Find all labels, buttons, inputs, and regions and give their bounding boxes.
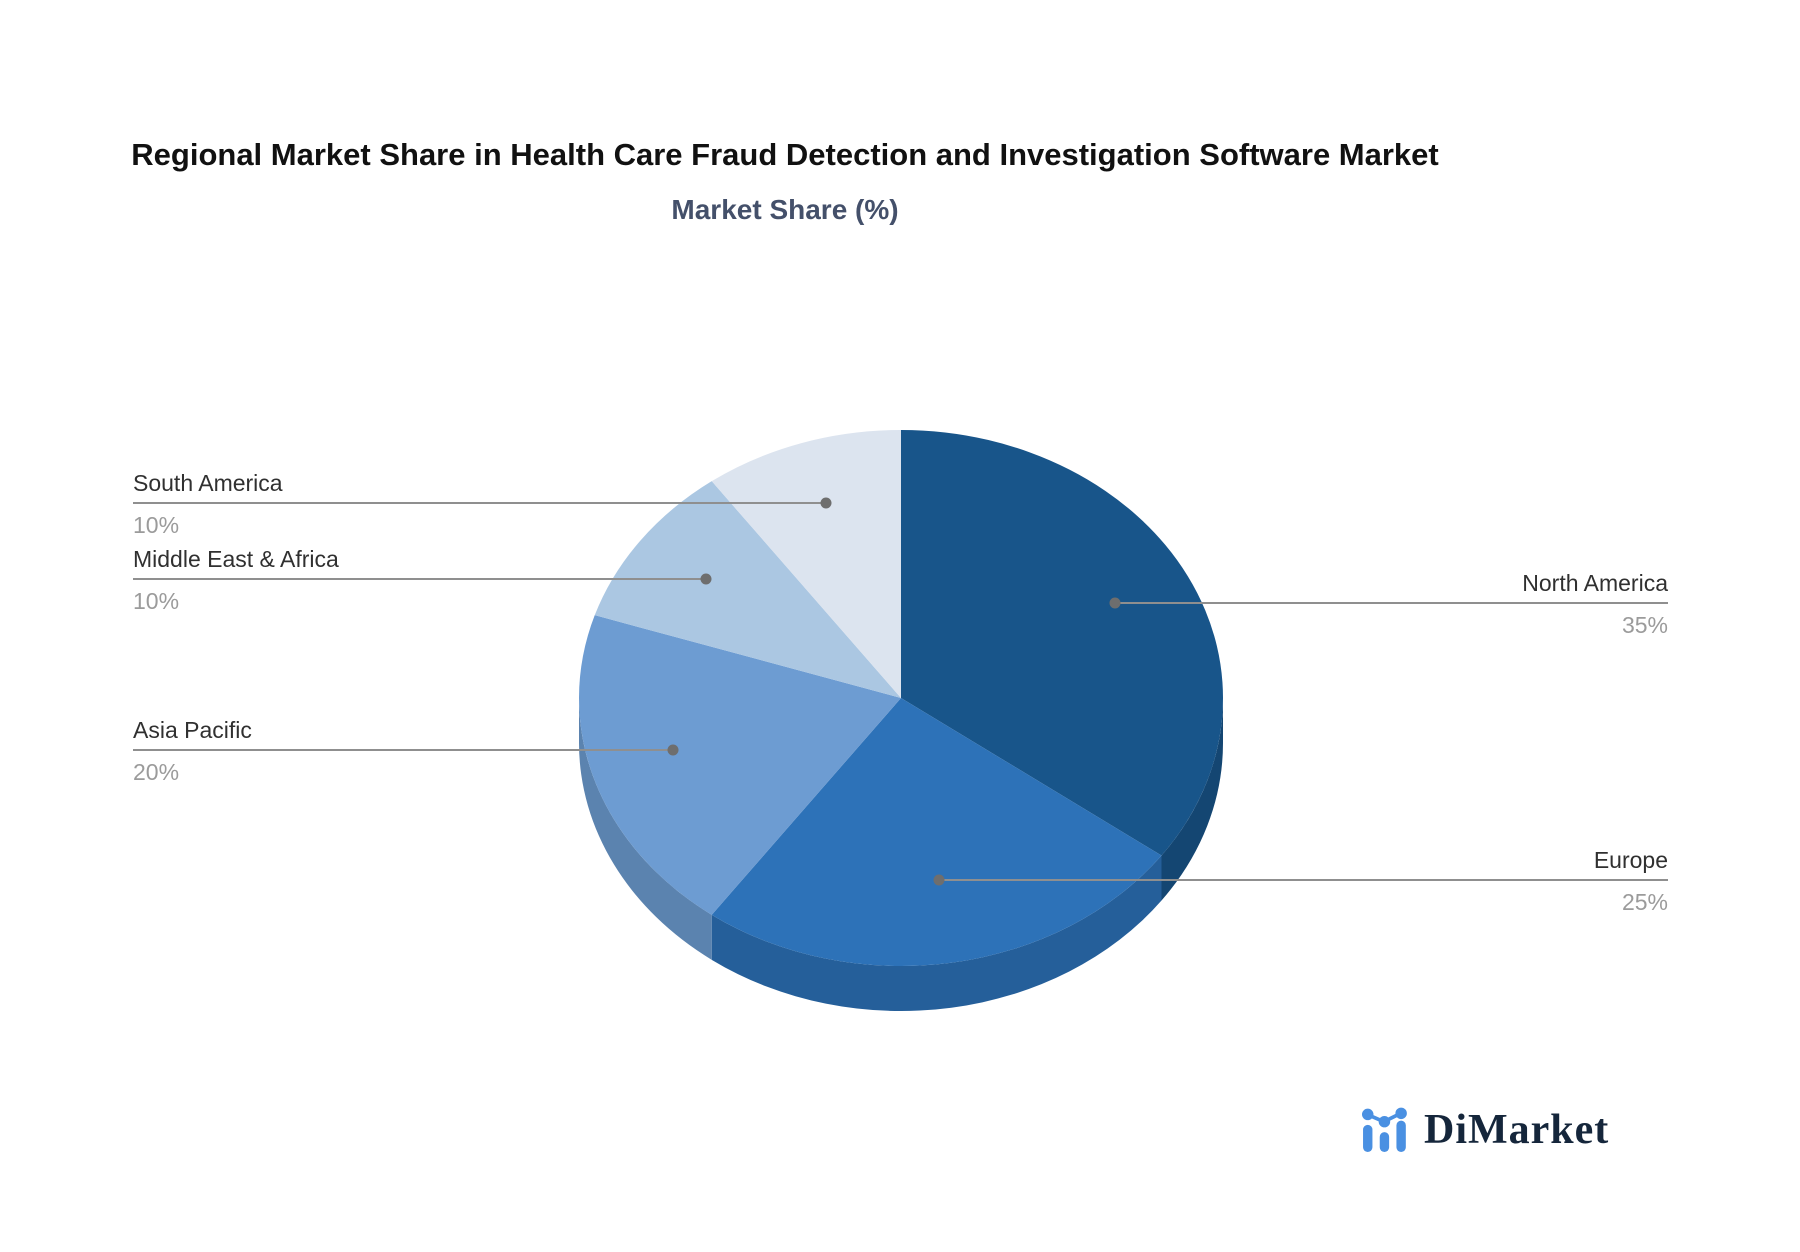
slice-value: 10% [133, 588, 180, 614]
pie-slice-side-europe [711, 855, 1162, 1011]
dimarket-logo-icon [1362, 1107, 1407, 1152]
pie-slice-asia-pacific[interactable] [579, 615, 901, 915]
callout-north-america: North America 35% [968, 570, 1668, 639]
callout-south-america: South America 10% [133, 470, 833, 539]
leader-dot-north-america [1109, 597, 1121, 609]
pie-slice-middle-east-africa[interactable] [594, 481, 901, 698]
slice-value: 35% [1621, 612, 1668, 638]
callout-asia-pacific: Asia Pacific 20% [133, 717, 833, 786]
callout-middle-east-africa: Middle East & Africa 10% [133, 546, 833, 615]
slice-value: 20% [133, 759, 180, 785]
chart-subtitle: Market Share (%) [671, 194, 899, 225]
pie-slice-side-asia-pacific [579, 698, 712, 960]
slice-label: South America [133, 470, 283, 496]
leader-dot-europe [933, 874, 945, 886]
pie-slice-europe[interactable] [711, 698, 1162, 966]
dimarket-logo-text: DiMarket [1424, 1107, 1610, 1153]
pie-slice-side-north-america [1161, 698, 1223, 901]
slice-value: 10% [133, 512, 180, 538]
slice-label: North America [1522, 570, 1668, 596]
pie-slice-north-america[interactable] [901, 430, 1223, 856]
title-block: Regional Market Share in Health Care Fra… [115, 126, 1455, 230]
callout-europe: Europe 25% [968, 847, 1668, 916]
slice-label: Middle East & Africa [133, 546, 339, 572]
leader-dot-asia-pacific [667, 744, 679, 756]
leader-dot-middle-east-africa [700, 573, 712, 585]
leader-dot-south-america [820, 497, 832, 509]
slice-label: Asia Pacific [133, 717, 252, 743]
dimarket-logo: DiMarket [1362, 1098, 1609, 1154]
slice-label: Europe [1593, 847, 1668, 873]
slice-value: 25% [1621, 889, 1668, 915]
pie-slice-south-america[interactable] [711, 430, 901, 698]
chart-title: Regional Market Share in Health Care Fra… [131, 137, 1439, 172]
